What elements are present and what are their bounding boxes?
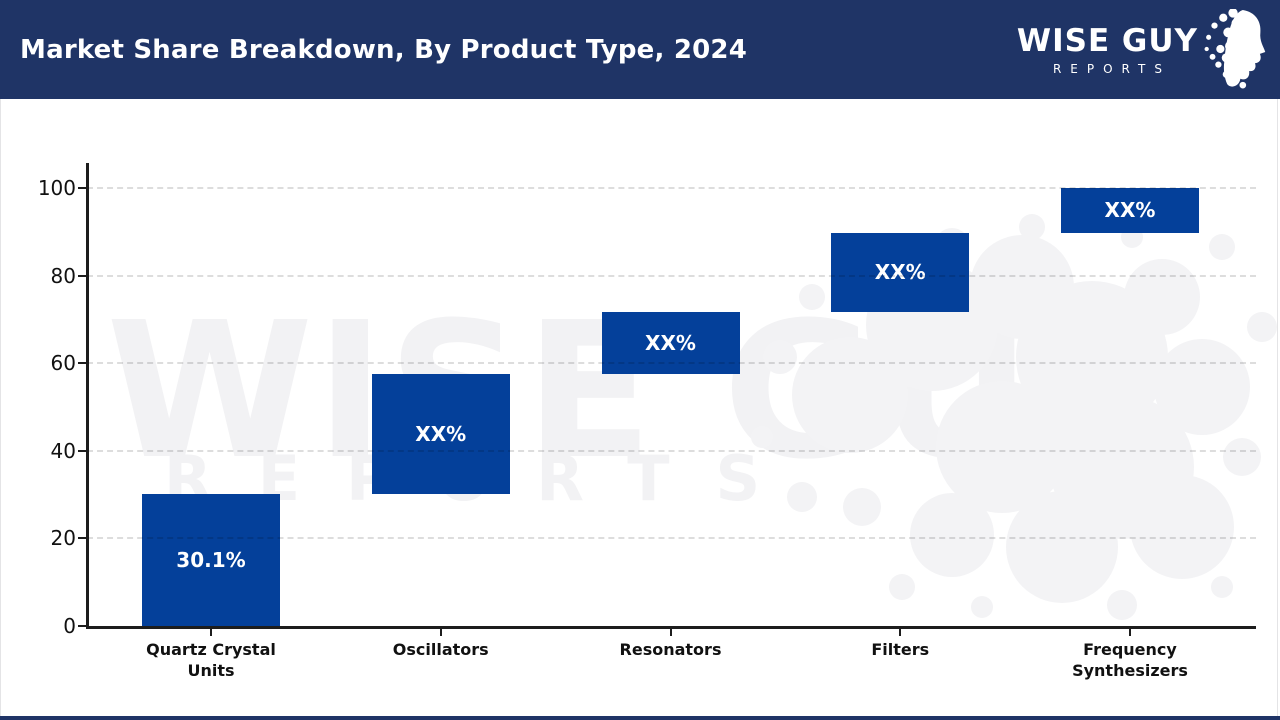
bar-value-label: XX%	[874, 260, 926, 285]
logo-head-icon	[1204, 9, 1266, 89]
bar-value-label: XX%	[1104, 198, 1156, 223]
y-tick-0	[78, 625, 86, 627]
page-title: Market Share Breakdown, By Product Type,…	[20, 34, 747, 65]
category-label-0: Quartz Crystal Units	[146, 640, 276, 680]
x-tick-1	[439, 628, 442, 636]
wiseguy-logo: WISE GUY REPORTS	[1017, 6, 1268, 94]
y-tick-label-40: 40	[50, 438, 76, 463]
y-tick-20	[78, 537, 86, 540]
y-tick-label-0: 0	[63, 614, 76, 638]
bar-value-label: 30.1%	[176, 548, 246, 573]
footer-accent-bar	[0, 716, 1280, 720]
gridline-60	[87, 362, 1256, 365]
category-label-3: Filters	[871, 640, 930, 659]
y-tick-40	[78, 449, 86, 452]
bar-resonators: XX%	[601, 311, 740, 375]
logo-wordmark: WISE GUY	[1016, 22, 1198, 59]
y-tick-label-100: 100	[37, 176, 76, 200]
x-axis-line	[86, 626, 1256, 629]
gridline-40	[87, 449, 1256, 452]
y-tick-100	[78, 187, 86, 189]
gridline-20	[87, 537, 1256, 540]
header-bar: Market Share Breakdown, By Product Type,…	[0, 0, 1280, 99]
bar-value-label: XX%	[415, 422, 467, 447]
y-axis-line	[86, 163, 89, 628]
bar-frequency-synthesizers: XX%	[1061, 188, 1199, 233]
logo-subtext: REPORTS	[1052, 61, 1171, 76]
bar-value-label: XX%	[645, 330, 696, 355]
x-tick-0	[210, 628, 212, 636]
x-tick-4	[1129, 628, 1131, 636]
y-tick-label-80: 80	[50, 263, 76, 288]
bar-quartz-crystal-units: 30.1%	[142, 494, 280, 626]
y-tick-label-60: 60	[50, 351, 76, 376]
logo-text: WISE GUY REPORTS	[1016, 22, 1198, 76]
gridline-80	[87, 274, 1256, 277]
gridline-100	[87, 187, 1256, 189]
category-label-4: Frequency Synthesizers	[1072, 640, 1188, 680]
y-tick-80	[78, 274, 86, 277]
x-tick-3	[899, 628, 902, 636]
x-tick-2	[669, 628, 672, 636]
bar-oscillators: XX%	[371, 374, 510, 495]
category-label-2: Resonators	[619, 640, 722, 659]
y-tick-60	[78, 362, 86, 365]
bar-filters: XX%	[831, 232, 970, 312]
y-tick-label-20: 20	[50, 526, 76, 551]
category-label-1: Oscillators	[392, 640, 489, 659]
